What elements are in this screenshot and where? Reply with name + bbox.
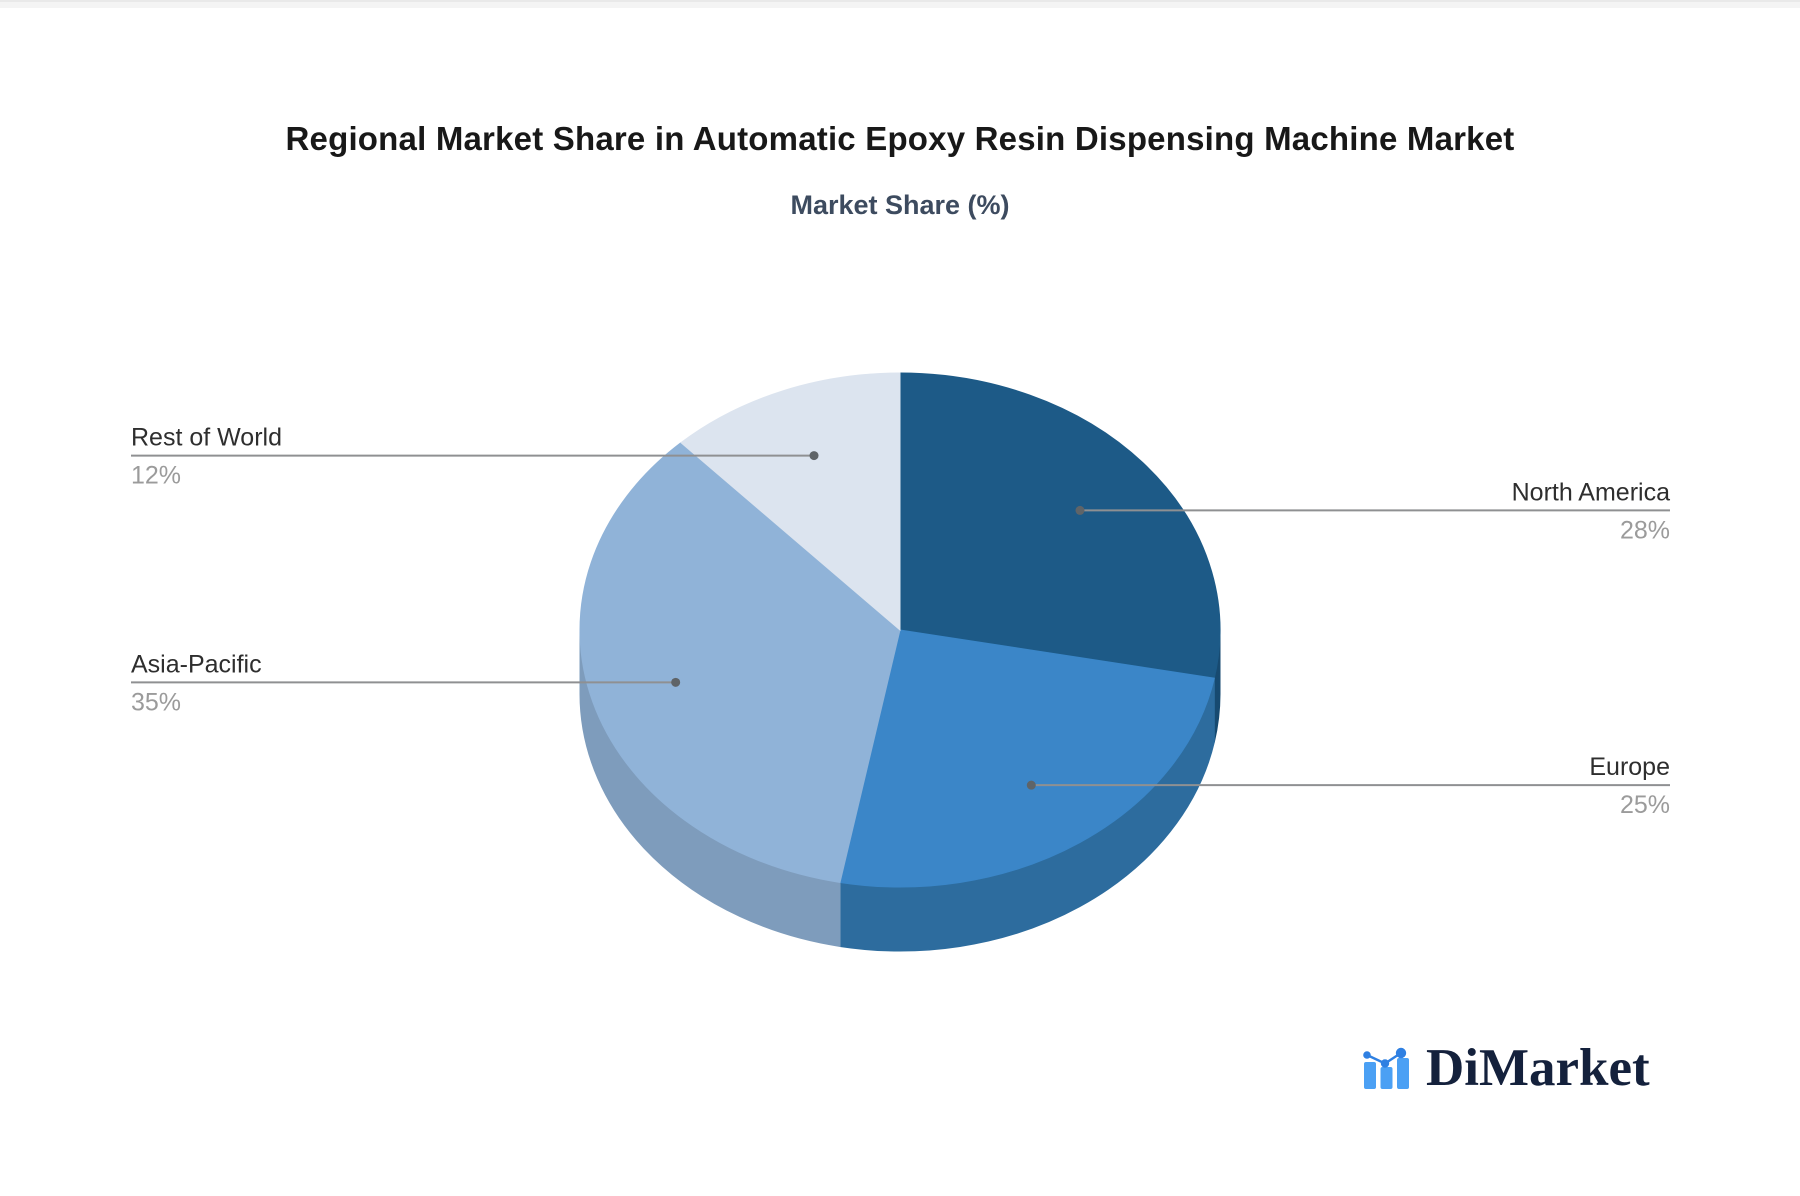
brand-logo: DiMarket <box>1358 1039 1650 1097</box>
chart-subtitle: Market Share (%) <box>790 190 1010 220</box>
pie-slice-asia-pacific[interactable] <box>579 442 901 884</box>
chart-title: Regional Market Share in Automatic Epoxy… <box>285 120 1515 157</box>
label-dot-europe <box>1026 780 1036 790</box>
logo-bar-2 <box>1380 1067 1393 1089</box>
slice-value-asia-pacific: 35% <box>131 688 181 716</box>
label-dot-north-america <box>1075 505 1085 515</box>
slice-value-europe: 25% <box>1620 791 1670 819</box>
label-dot-rest-of-world <box>809 451 819 461</box>
logo-bar-3 <box>1397 1058 1409 1089</box>
bar-line-chart-icon <box>1363 1047 1409 1089</box>
logo-dot-2 <box>1380 1059 1390 1068</box>
logo-dot-3 <box>1395 1047 1407 1059</box>
slice-label-asia-pacific: Asia-Pacific <box>131 650 262 678</box>
label-dot-asia-pacific <box>671 677 681 687</box>
slice-label-europe: Europe <box>1589 753 1670 781</box>
pie-slice-north-america[interactable] <box>899 372 1221 679</box>
logo-bar-1 <box>1364 1062 1376 1089</box>
logo-dot-1 <box>1363 1051 1371 1059</box>
pie-slice-europe[interactable] <box>839 629 1215 888</box>
slice-value-rest-of-world: 12% <box>131 462 181 490</box>
slice-label-rest-of-world: Rest of World <box>131 424 282 452</box>
slice-value-north-america: 28% <box>1620 516 1670 544</box>
pie-slice-rest-of-world[interactable] <box>680 372 901 632</box>
brand-logo-text: DiMarket <box>1426 1039 1650 1097</box>
slice-label-north-america: North America <box>1512 478 1670 506</box>
top-border-strip <box>0 0 1800 8</box>
